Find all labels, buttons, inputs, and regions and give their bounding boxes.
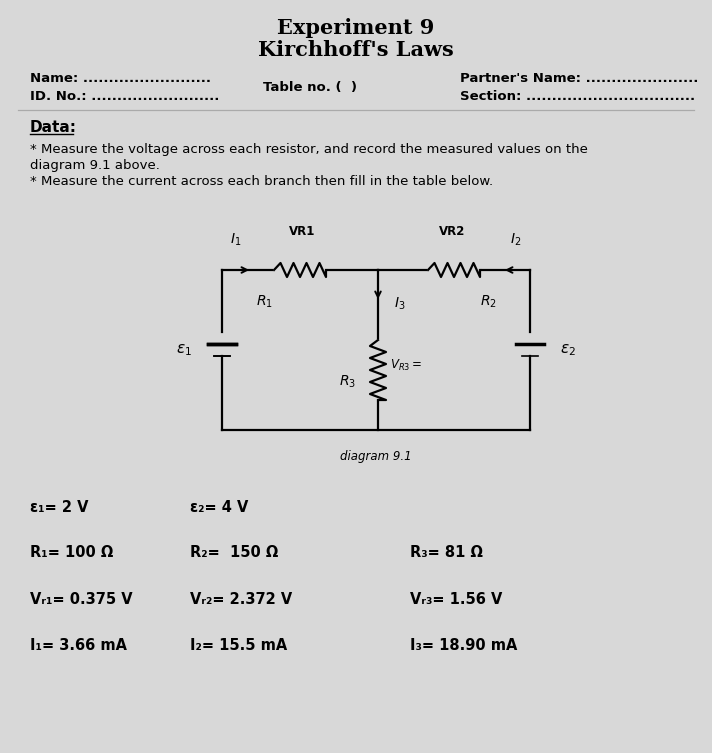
Text: Data:: Data:: [30, 120, 77, 135]
Text: $R_3$: $R_3$: [340, 373, 357, 390]
Text: ID. No.: .........................: ID. No.: .........................: [30, 90, 219, 103]
Text: I₃= 18.90 mA: I₃= 18.90 mA: [410, 638, 518, 653]
Text: R₃= 81 Ω: R₃= 81 Ω: [410, 545, 483, 560]
Text: * Measure the voltage across each resistor, and record the measured values on th: * Measure the voltage across each resist…: [30, 143, 588, 156]
Text: $\varepsilon_1$: $\varepsilon_1$: [176, 342, 192, 358]
Text: $I_2$: $I_2$: [511, 232, 522, 248]
Text: $I_3$: $I_3$: [394, 296, 405, 312]
Text: VR1: VR1: [289, 225, 315, 238]
Text: Vᵣ₃= 1.56 V: Vᵣ₃= 1.56 V: [410, 592, 503, 607]
Text: I₁= 3.66 mA: I₁= 3.66 mA: [30, 638, 127, 653]
Text: * Measure the current across each branch then fill in the table below.: * Measure the current across each branch…: [30, 175, 493, 188]
Text: Vᵣ₂= 2.372 V: Vᵣ₂= 2.372 V: [190, 592, 292, 607]
Text: $\varepsilon_2$: $\varepsilon_2$: [560, 342, 576, 358]
Text: Name: .........................: Name: .........................: [30, 72, 211, 85]
Text: $V_{R3}=$: $V_{R3}=$: [390, 358, 422, 373]
Text: VR2: VR2: [439, 225, 465, 238]
Text: R₂=  150 Ω: R₂= 150 Ω: [190, 545, 278, 560]
Text: Table no. (  ): Table no. ( ): [263, 81, 357, 94]
Text: ε₂= 4 V: ε₂= 4 V: [190, 500, 248, 515]
Text: diagram 9.1 above.: diagram 9.1 above.: [30, 159, 160, 172]
Text: $R_1$: $R_1$: [256, 294, 273, 310]
Text: Vᵣ₁= 0.375 V: Vᵣ₁= 0.375 V: [30, 592, 132, 607]
Text: Experiment 9: Experiment 9: [277, 18, 435, 38]
Text: diagram 9.1: diagram 9.1: [340, 450, 412, 463]
Text: ε₁= 2 V: ε₁= 2 V: [30, 500, 88, 515]
Text: Kirchhoff's Laws: Kirchhoff's Laws: [258, 40, 454, 60]
Text: Partner's Name: ......................: Partner's Name: ......................: [460, 72, 698, 85]
Text: R₁= 100 Ω: R₁= 100 Ω: [30, 545, 113, 560]
Text: $R_2$: $R_2$: [480, 294, 496, 310]
Text: I₂= 15.5 mA: I₂= 15.5 mA: [190, 638, 287, 653]
Text: Section: .................................: Section: ...............................…: [460, 90, 695, 103]
Text: $I_1$: $I_1$: [230, 232, 241, 248]
